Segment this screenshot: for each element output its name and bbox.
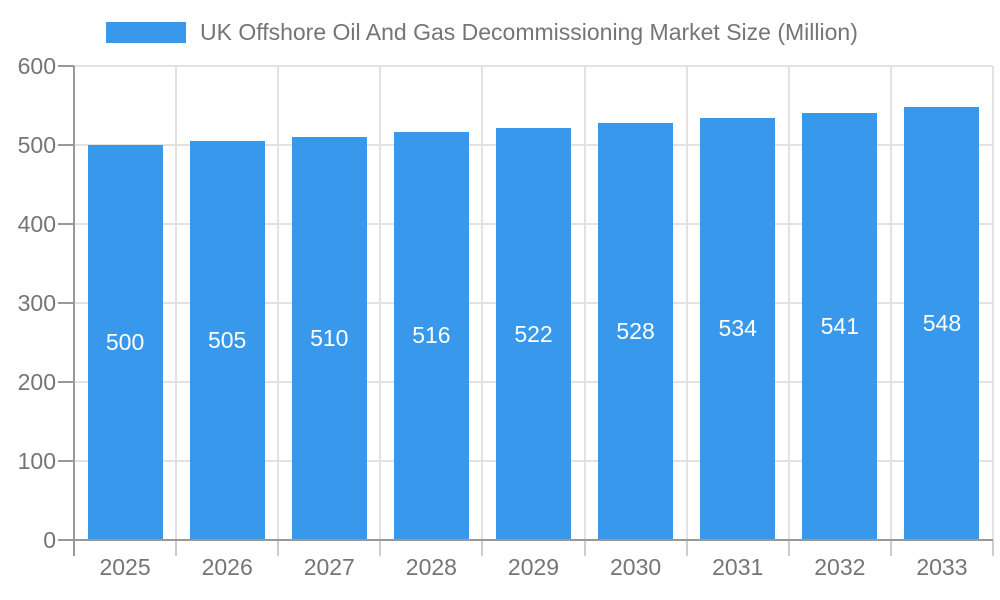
- bar: [802, 112, 878, 540]
- gridline-vertical: [889, 66, 892, 540]
- x-tick-mark: [481, 540, 484, 556]
- chart-title: UK Offshore Oil And Gas Decommissioning …: [200, 19, 858, 45]
- x-axis-label: 2033: [916, 554, 968, 580]
- gridline-vertical: [787, 66, 790, 540]
- x-axis-label: 2026: [201, 554, 253, 580]
- x-axis-label: 2030: [610, 554, 662, 580]
- gridline-horizontal: [74, 65, 993, 67]
- gridline-vertical: [481, 66, 484, 540]
- gridline-vertical: [379, 66, 382, 540]
- bar: [87, 145, 163, 540]
- x-tick-mark: [379, 540, 382, 556]
- y-axis-label: 600: [17, 53, 56, 79]
- y-axis-label: 400: [17, 211, 56, 237]
- bar: [189, 141, 265, 540]
- x-tick-mark: [175, 540, 178, 556]
- y-tick-mark: [58, 539, 74, 541]
- y-tick-mark: [58, 65, 74, 67]
- x-axis-line: [74, 539, 993, 541]
- legend-swatch: [106, 22, 186, 43]
- bar: [904, 107, 980, 540]
- y-tick-mark: [58, 223, 74, 225]
- gridline-vertical: [685, 66, 688, 540]
- y-axis-label: 0: [43, 527, 56, 553]
- bar: [291, 137, 367, 540]
- y-axis-label: 500: [17, 132, 56, 158]
- y-axis-label: 100: [17, 448, 56, 474]
- x-axis-label: 2028: [405, 554, 457, 580]
- gridline-vertical: [175, 66, 178, 540]
- x-axis-label: 2027: [303, 554, 355, 580]
- x-tick-mark: [889, 540, 892, 556]
- x-axis-label: 2031: [712, 554, 764, 580]
- x-tick-mark: [992, 540, 994, 556]
- y-tick-mark: [58, 302, 74, 304]
- bar: [598, 122, 674, 540]
- gridline-vertical: [583, 66, 586, 540]
- x-axis-label: 2025: [99, 554, 151, 580]
- y-tick-mark: [58, 460, 74, 462]
- x-tick-mark: [787, 540, 790, 556]
- bar: [700, 118, 776, 540]
- x-tick-mark: [685, 540, 688, 556]
- gridline-vertical: [277, 66, 280, 540]
- y-axis-line: [73, 66, 75, 556]
- x-tick-mark: [277, 540, 280, 556]
- x-axis-label: 2029: [507, 554, 560, 580]
- legend: UK Offshore Oil And Gas Decommissioning …: [106, 19, 858, 45]
- gridline-vertical: [992, 66, 994, 540]
- x-axis-label: 2032: [814, 554, 866, 580]
- bar: [496, 127, 571, 540]
- y-tick-mark: [58, 144, 74, 146]
- y-tick-mark: [58, 381, 74, 383]
- x-tick-mark: [583, 540, 586, 556]
- bar: [393, 132, 469, 540]
- y-axis-label: 300: [17, 290, 56, 316]
- y-axis-label: 200: [17, 369, 56, 395]
